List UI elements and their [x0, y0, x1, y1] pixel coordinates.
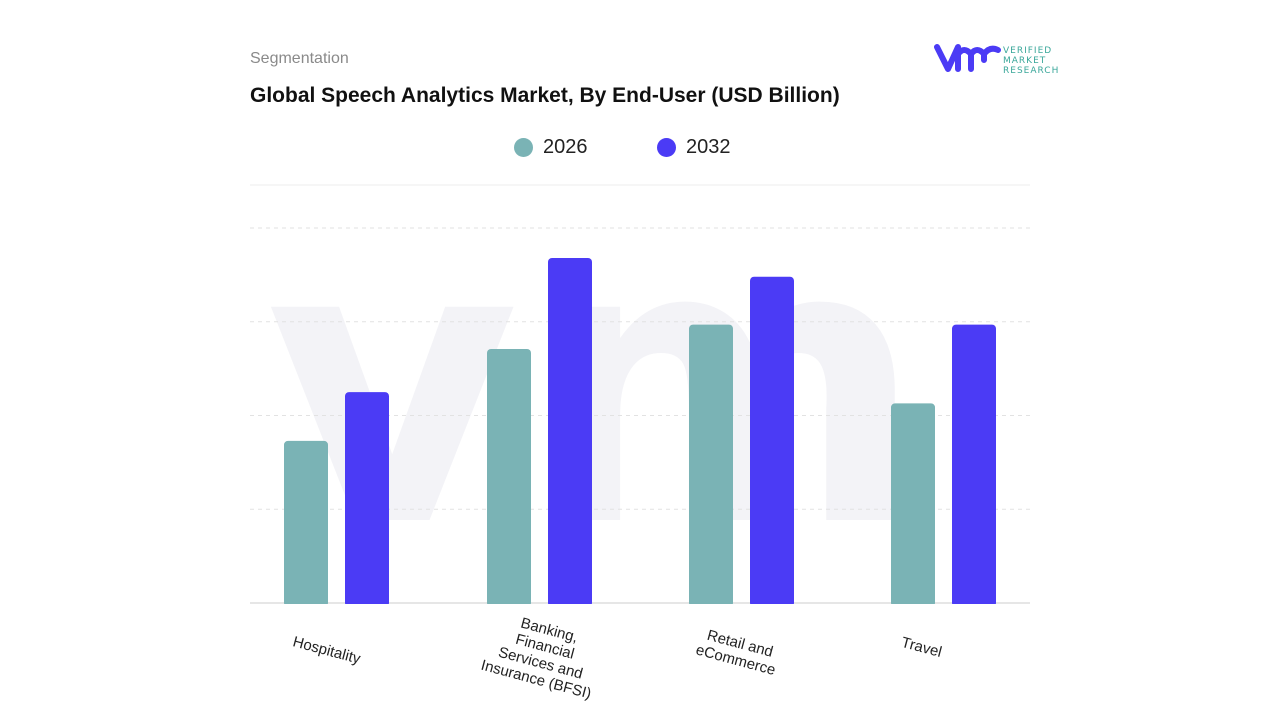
legend-label: 2026 [543, 136, 588, 158]
legend-item-2026[interactable]: 2026 [514, 136, 588, 159]
bar-2026-2[interactable] [689, 324, 733, 607]
bar-2026-0[interactable] [284, 440, 328, 607]
bar-2026-3[interactable] [891, 403, 935, 607]
bar-2032-1[interactable] [548, 258, 592, 607]
chart-title: Global Speech Analytics Market, By End-U… [250, 84, 840, 107]
svg-text:RESEARCH: RESEARCH [1003, 66, 1059, 76]
section-label: Segmentation [250, 50, 349, 67]
bar-2032-2[interactable] [750, 276, 794, 607]
legend-swatch-2026 [514, 138, 533, 157]
bar-2026-1[interactable] [487, 348, 531, 607]
vmr-logo: VERIFIED MARKET RESEARCH [934, 42, 1064, 81]
svg-text:MARKET: MARKET [1003, 56, 1046, 66]
bar-2032-3[interactable] [952, 324, 996, 607]
svg-text:VERIFIED: VERIFIED [1003, 46, 1052, 56]
legend: 2026 2032 [0, 136, 1280, 160]
legend-swatch-2032 [657, 138, 676, 157]
bar-2032-0[interactable] [345, 392, 389, 607]
legend-label: 2032 [686, 136, 731, 158]
legend-item-2032[interactable]: 2032 [657, 136, 731, 159]
